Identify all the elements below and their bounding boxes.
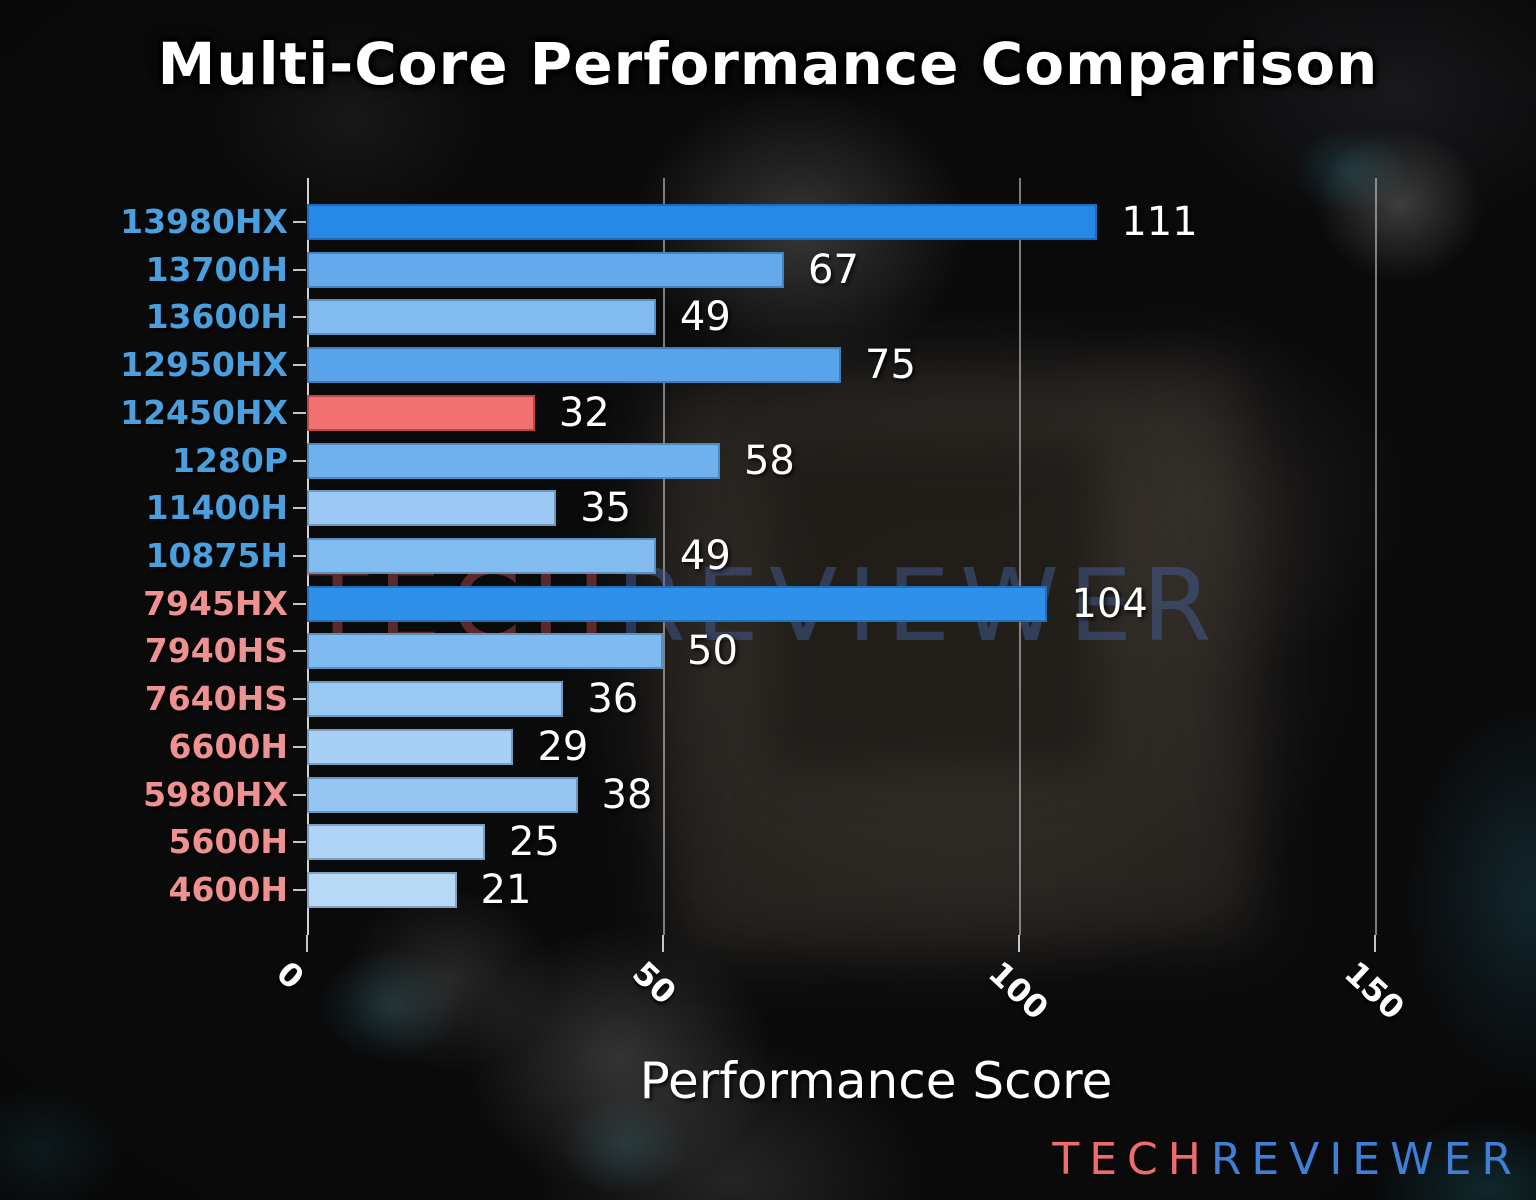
- bar-value-label: 21: [480, 866, 532, 913]
- gridline-50: [663, 178, 665, 935]
- bar-row: 21: [307, 866, 1445, 913]
- bar-row: 50: [307, 628, 1445, 675]
- gridline-150: [1375, 178, 1377, 935]
- logo-tech: TECH: [1052, 1134, 1211, 1185]
- bar-row: 111: [307, 199, 1445, 245]
- bar-row: 67: [307, 246, 1445, 293]
- performance-bar-10875H: [307, 537, 656, 574]
- performance-bar-12450HX: [307, 394, 535, 431]
- performance-bar-13980HX: [307, 204, 1098, 240]
- brand-logo: TECHREVIEWER: [1052, 1138, 1522, 1182]
- bar-row: 104: [307, 580, 1445, 627]
- performance-bar-4600H: [307, 871, 457, 908]
- chart-title: Multi-Core Performance Comparison: [157, 30, 1379, 98]
- bar-value-label: 58: [743, 437, 795, 484]
- performance-bar-7640HS: [307, 681, 564, 718]
- bar-row: 29: [307, 723, 1445, 770]
- logo-reviewer: REVIEWER: [1210, 1134, 1522, 1185]
- bar-row: 58: [307, 437, 1445, 484]
- bar-value-label: 38: [601, 771, 653, 818]
- bar-row: 36: [307, 676, 1445, 723]
- bar-row: 25: [307, 819, 1445, 866]
- bar-row: 49: [307, 294, 1445, 341]
- bar-value-label: 49: [679, 294, 731, 341]
- bar-value-label: 25: [509, 819, 560, 866]
- performance-bar-13700H: [307, 251, 785, 288]
- performance-bar-6600H: [307, 728, 514, 765]
- performance-bar-11400H: [307, 490, 557, 527]
- bar-row: 35: [307, 485, 1445, 532]
- performance-bar-5980HX: [307, 776, 578, 813]
- bar-row: 75: [307, 342, 1445, 389]
- gridline-100: [1019, 178, 1021, 935]
- bar-row: 32: [307, 389, 1445, 436]
- bar-value-label: 104: [1071, 580, 1148, 627]
- performance-bar-13600H: [307, 299, 656, 336]
- bar-value-label: 35: [580, 485, 632, 532]
- bar-value-label: 32: [558, 389, 610, 436]
- bars-layer: 111 67 49 75 32 58 35 49 104 50 36 29 38 25 21: [307, 178, 1445, 935]
- performance-bar-5600H: [307, 824, 485, 861]
- bar-value-label: 75: [865, 342, 916, 389]
- bar-value-label: 50: [687, 628, 738, 675]
- bar-value-label: 111: [1121, 199, 1198, 245]
- performance-bar-1280P: [307, 442, 720, 479]
- bar-value-label: 36: [587, 676, 639, 723]
- performance-bar-12950HX: [307, 347, 841, 384]
- bar-row: 49: [307, 532, 1445, 579]
- bar-value-label: 67: [808, 246, 859, 293]
- plot-area: TECHREVIEWER 111674975325835491045036293…: [307, 178, 1445, 935]
- performance-bar-7940HS: [307, 633, 663, 670]
- bar-value-label: 29: [537, 723, 589, 770]
- x-axis-label: Performance Score: [639, 1052, 1113, 1110]
- bar-row: 38: [307, 771, 1445, 818]
- bar-value-label: 49: [679, 532, 731, 579]
- performance-bar-7945HX: [307, 585, 1048, 622]
